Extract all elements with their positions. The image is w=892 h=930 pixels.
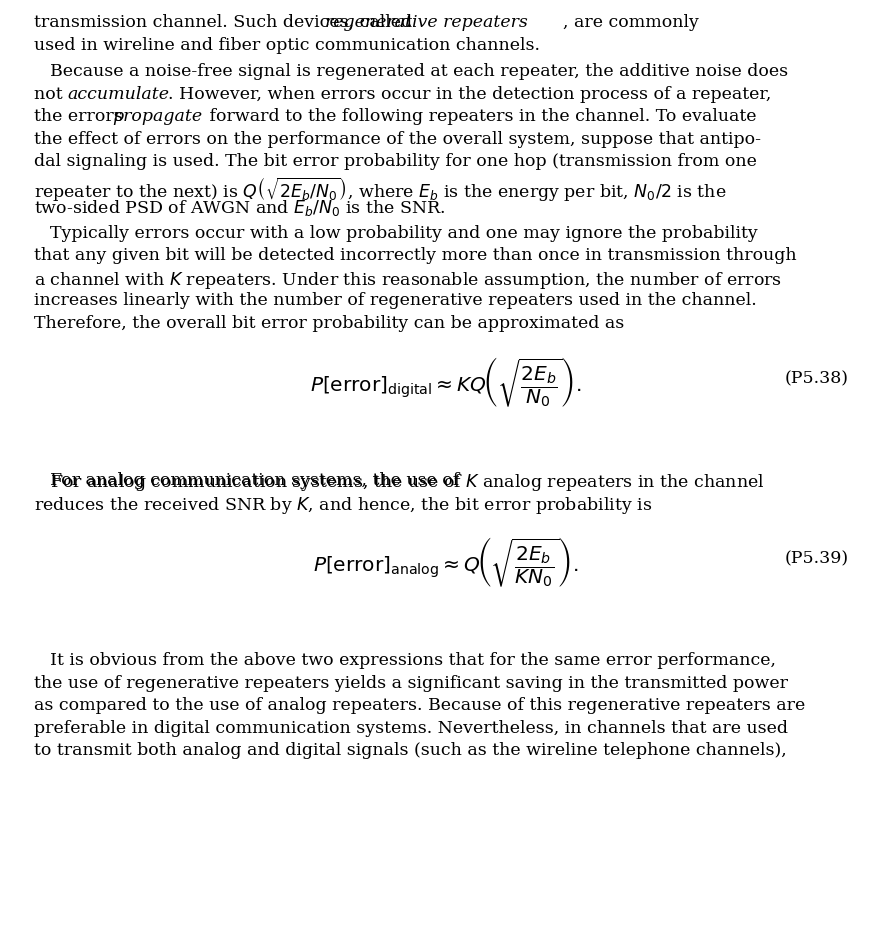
Text: , are commonly: , are commonly bbox=[563, 14, 698, 31]
Text: Typically errors occur with a low probability and one may ignore the probability: Typically errors occur with a low probab… bbox=[50, 225, 757, 242]
Text: It is obvious from the above two expressions that for the same error performance: It is obvious from the above two express… bbox=[50, 652, 776, 669]
Text: a channel with $K$ repeaters. Under this reasonable assumption, the number of er: a channel with $K$ repeaters. Under this… bbox=[34, 270, 782, 290]
Text: forward to the following repeaters in the channel. To evaluate: forward to the following repeaters in th… bbox=[204, 108, 756, 125]
Text: $P[\mathrm{error}]_{\mathrm{digital}} \approx KQ\!\left(\sqrt{\dfrac{2E_b}{N_0}}: $P[\mathrm{error}]_{\mathrm{digital}} \a… bbox=[310, 355, 582, 409]
Text: as compared to the use of analog repeaters. Because of this regenerative repeate: as compared to the use of analog repeate… bbox=[34, 698, 805, 714]
Text: reduces the received SNR by $K$, and hence, the bit error probability is: reduces the received SNR by $K$, and hen… bbox=[34, 495, 652, 515]
Text: not: not bbox=[34, 86, 68, 102]
Text: . However, when errors occur in the detection process of a repeater,: . However, when errors occur in the dete… bbox=[168, 86, 772, 102]
Text: $P[\mathrm{error}]_{\mathrm{analog}} \approx Q\!\left(\sqrt{\dfrac{2E_b}{KN_0}}\: $P[\mathrm{error}]_{\mathrm{analog}} \ap… bbox=[313, 535, 579, 589]
Text: that any given bit will be detected incorrectly more than once in transmission t: that any given bit will be detected inco… bbox=[34, 247, 797, 264]
Text: dal signaling is used. The bit error probability for one hop (transmission from : dal signaling is used. The bit error pro… bbox=[34, 153, 757, 170]
Text: the effect of errors on the performance of the overall system, suppose that anti: the effect of errors on the performance … bbox=[34, 130, 761, 148]
Text: the errors: the errors bbox=[34, 108, 128, 125]
Text: Because a noise-free signal is regenerated at each repeater, the additive noise : Because a noise-free signal is regenerat… bbox=[50, 63, 789, 80]
Text: Therefore, the overall bit error probability can be approximated as: Therefore, the overall bit error probabi… bbox=[34, 314, 624, 332]
Text: propagate: propagate bbox=[112, 108, 202, 125]
Text: preferable in digital communication systems. Nevertheless, in channels that are : preferable in digital communication syst… bbox=[34, 720, 788, 737]
Text: to transmit both analog and digital signals (such as the wireline telephone chan: to transmit both analog and digital sign… bbox=[34, 742, 787, 759]
Text: repeater to the next) is $Q\left(\sqrt{2E_b/N_0}\right)$, where $E_b$ is the ene: repeater to the next) is $Q\left(\sqrt{2… bbox=[34, 176, 726, 204]
Text: accumulate: accumulate bbox=[67, 86, 169, 102]
Text: two-sided PSD of AWGN and $E_b/N_0$ is the SNR.: two-sided PSD of AWGN and $E_b/N_0$ is t… bbox=[34, 198, 445, 218]
Text: For analog communication systems, the use of: For analog communication systems, the us… bbox=[50, 472, 465, 489]
Text: increases linearly with the number of regenerative repeaters used in the channel: increases linearly with the number of re… bbox=[34, 292, 756, 309]
Text: used in wireline and fiber optic communication channels.: used in wireline and fiber optic communi… bbox=[34, 36, 540, 54]
Text: For analog communication systems, the use of $K$ analog repeaters in the channel: For analog communication systems, the us… bbox=[50, 472, 764, 493]
Text: the use of regenerative repeaters yields a significant saving in the transmitted: the use of regenerative repeaters yields… bbox=[34, 674, 788, 692]
Text: regenerative repeaters: regenerative repeaters bbox=[325, 14, 528, 31]
Text: transmission channel. Such devices, called: transmission channel. Such devices, call… bbox=[34, 14, 417, 31]
Text: (P5.38): (P5.38) bbox=[785, 371, 849, 388]
Text: (P5.39): (P5.39) bbox=[785, 551, 849, 568]
